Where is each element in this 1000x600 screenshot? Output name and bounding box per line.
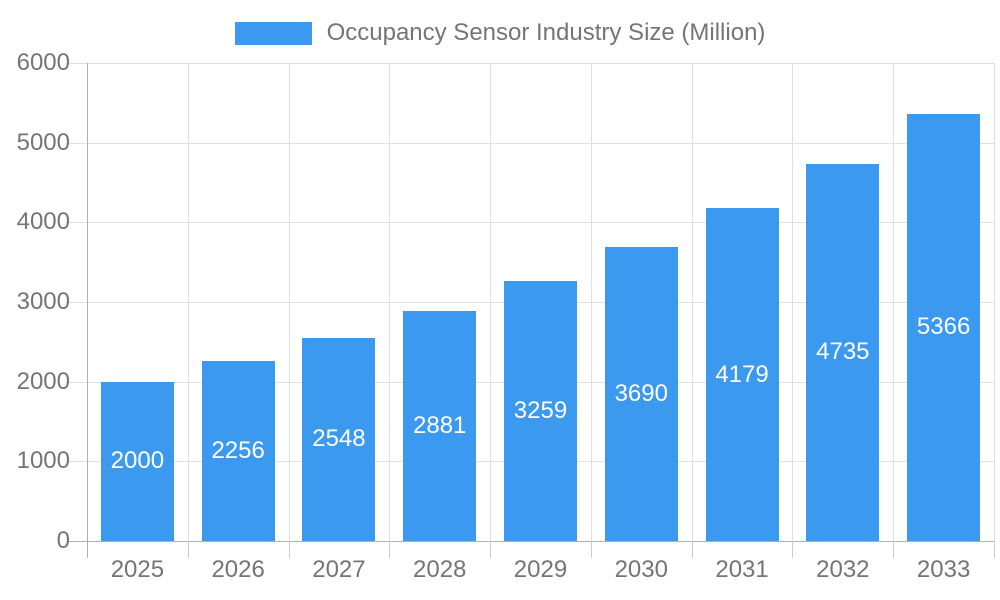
x-axis-category-label: 2030 xyxy=(614,556,668,583)
x-axis-category-label: 2027 xyxy=(312,556,366,583)
bar-2025[interactable]: 2000 xyxy=(100,381,174,541)
bar-value-label: 2881 xyxy=(413,412,467,440)
bar-2029[interactable]: 3259 xyxy=(504,281,577,541)
x-axis-tick xyxy=(893,541,895,558)
x-gridline xyxy=(187,63,189,541)
y-axis-tick-label: 0 xyxy=(56,527,70,554)
x-gridline xyxy=(792,63,794,541)
y-axis-tick-label: 3000 xyxy=(16,288,70,315)
bar-value-label: 4735 xyxy=(816,338,870,366)
x-gridline xyxy=(691,63,693,541)
y-axis-tick-label: 2000 xyxy=(16,367,70,395)
x-axis-category-label: 2028 xyxy=(413,556,467,583)
bar-2033[interactable]: 5366 xyxy=(907,113,981,541)
legend-series-label: Occupancy Sensor Industry Size (Million) xyxy=(326,19,766,46)
y-axis-tick-label: 5000 xyxy=(16,128,70,156)
x-axis-tick xyxy=(691,541,693,558)
bar-value-label: 2256 xyxy=(211,437,265,465)
y-axis-tick-label: 6000 xyxy=(16,49,70,76)
x-axis-category-label: 2026 xyxy=(211,556,265,583)
x-axis-category-label: 2029 xyxy=(513,556,568,583)
bar-2031[interactable]: 4179 xyxy=(705,208,779,541)
y-gridline xyxy=(69,142,994,144)
bar-2026[interactable]: 2256 xyxy=(201,361,275,541)
bar-value-label: 5366 xyxy=(916,313,971,341)
legend-swatch xyxy=(234,21,312,45)
x-gridline xyxy=(590,63,592,541)
x-axis-tick xyxy=(288,541,290,558)
x-axis-tick xyxy=(490,541,492,558)
x-axis-tick xyxy=(187,541,189,558)
bar-value-label: 2548 xyxy=(312,425,366,453)
x-gridline xyxy=(893,63,895,541)
x-axis-tick xyxy=(994,541,995,558)
bar-value-label: 3259 xyxy=(513,397,568,425)
bar-value-label: 2000 xyxy=(110,447,165,475)
bar-2027[interactable]: 2548 xyxy=(302,338,376,541)
y-gridline xyxy=(69,63,994,64)
bar-value-label: 3690 xyxy=(614,380,668,407)
bar-value-label: 4179 xyxy=(715,360,769,388)
x-axis-tick xyxy=(792,541,794,558)
x-axis-tick xyxy=(389,541,391,558)
chart-legend: Occupancy Sensor Industry Size (Million) xyxy=(0,18,1000,48)
x-axis-tick xyxy=(590,541,592,558)
x-axis-category-label: 2033 xyxy=(916,556,971,583)
x-axis-category-label: 2031 xyxy=(715,556,769,583)
x-gridline xyxy=(490,63,492,541)
bar-2030[interactable]: 3690 xyxy=(604,247,678,541)
x-gridline xyxy=(994,63,995,541)
x-gridline xyxy=(389,63,391,541)
x-axis-category-label: 2032 xyxy=(816,556,870,583)
y-axis-line xyxy=(87,63,88,558)
y-gridline xyxy=(69,222,994,224)
x-axis-category-label: 2025 xyxy=(110,556,165,583)
bar-2028[interactable]: 2881 xyxy=(403,311,477,541)
x-gridline xyxy=(288,63,290,541)
x-axis-baseline xyxy=(69,541,994,542)
y-axis-tick-label: 4000 xyxy=(16,208,70,236)
bar-2032[interactable]: 4735 xyxy=(806,163,880,541)
y-axis-tick-label: 1000 xyxy=(16,447,70,475)
